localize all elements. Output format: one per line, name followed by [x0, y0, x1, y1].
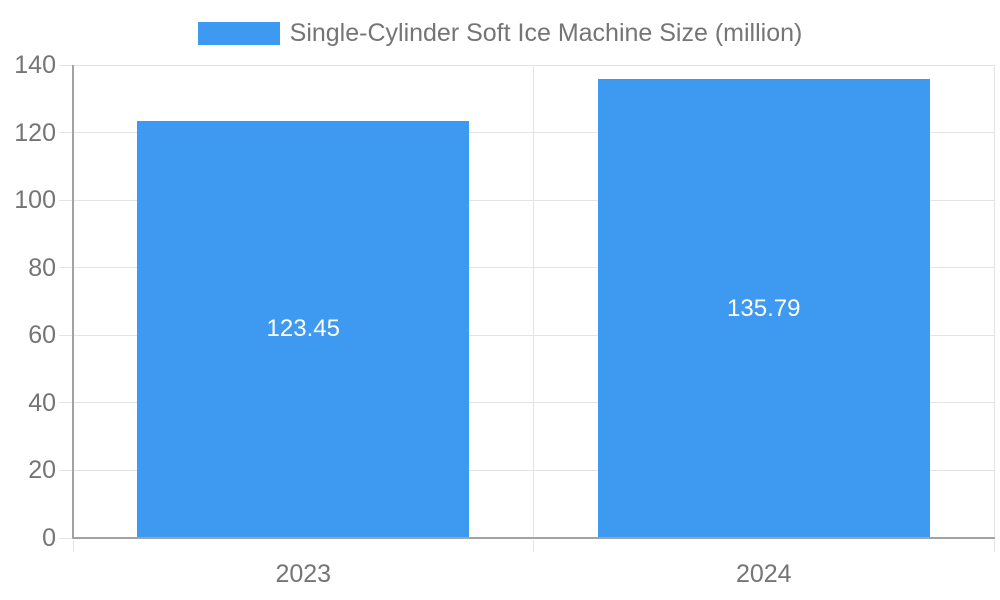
x-gridline [993, 65, 995, 538]
y-axis-tick-label: 0 [42, 524, 56, 552]
bar-value-label: 135.79 [727, 294, 801, 322]
legend[interactable]: Single-Cylinder Soft Ice Machine Size (m… [0, 19, 1000, 47]
y-axis-tick [59, 267, 73, 269]
y-axis-tick [59, 402, 73, 404]
x-axis-line [72, 537, 995, 539]
y-axis-tick-label: 80 [28, 253, 56, 282]
y-axis-tick-label: 20 [28, 456, 56, 485]
x-axis-category-label: 2023 [275, 560, 332, 588]
x-axis-category-label: 2024 [735, 560, 792, 588]
y-axis-tick [59, 469, 73, 471]
x-axis-tick [993, 540, 995, 552]
y-axis-tick-label: 40 [28, 388, 56, 417]
x-axis-tick [533, 540, 534, 552]
y-axis-line [72, 65, 74, 538]
y-axis-tick [59, 537, 73, 539]
y-axis-tick-label: 120 [14, 118, 56, 147]
y-axis-tick-label: 100 [14, 186, 56, 215]
bar-value-label: 123.45 [266, 315, 340, 343]
legend-swatch [197, 21, 280, 45]
x-axis-tick [72, 540, 74, 552]
y-axis-tick-label: 60 [28, 321, 56, 350]
y-axis-tick [59, 132, 73, 134]
y-axis-tick [59, 199, 73, 201]
y-axis-tick [59, 64, 73, 66]
bar-2024[interactable] [597, 79, 930, 538]
y-axis-tick [59, 334, 73, 336]
x-gridline [533, 65, 534, 538]
legend-label: Single-Cylinder Soft Ice Machine Size (m… [289, 19, 803, 47]
bar-2023[interactable] [137, 120, 470, 538]
y-axis-tick-label: 140 [14, 51, 56, 79]
